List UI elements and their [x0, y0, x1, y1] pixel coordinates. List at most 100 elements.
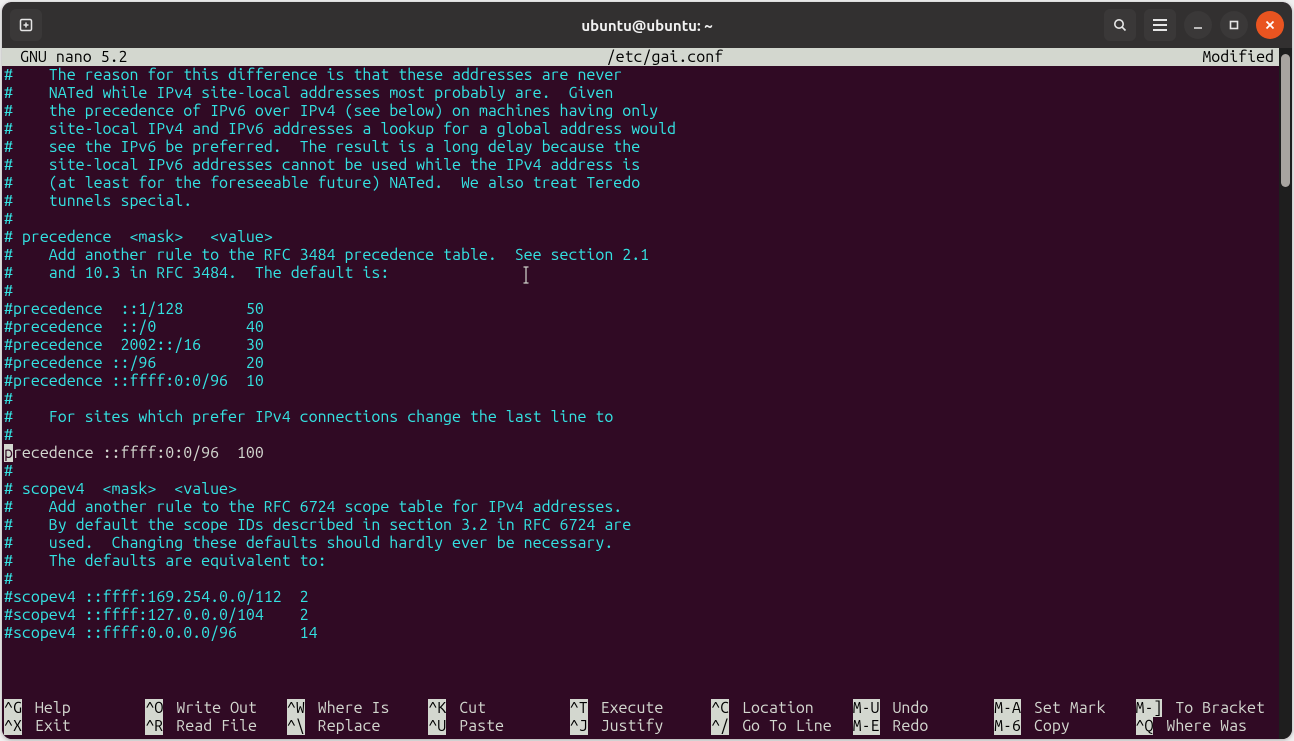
file-line: precedence ::ffff:0:0/96 100: [4, 444, 1290, 462]
shortcut-key: ^C: [711, 699, 729, 717]
shortcut-item: ^K Cut: [428, 699, 569, 717]
file-line: #scopev4 ::ffff:127.0.0.0/104 2: [4, 606, 1290, 624]
file-line: # tunnels special.: [4, 192, 1290, 210]
shortcut-row-1: ^G Help^O Write Out^W Where Is^K Cut^T E…: [4, 699, 1277, 717]
file-line: #scopev4 ::ffff:169.254.0.0/112 2: [4, 588, 1290, 606]
file-line: # By default the scope IDs described in …: [4, 516, 1290, 534]
shortcut-label: Copy: [1021, 717, 1070, 735]
shortcut-label: Location: [729, 699, 814, 717]
file-line: #: [4, 570, 1290, 588]
file-line: #: [4, 462, 1290, 480]
shortcut-row-2: ^X Exit^R Read File^\ Replace^U Paste^J …: [4, 717, 1277, 735]
scrollbar[interactable]: [1279, 48, 1292, 739]
shortcut-key: ^Q: [1136, 717, 1154, 735]
file-line: #: [4, 390, 1290, 408]
shortcut-item: ^U Paste: [428, 717, 569, 735]
file-line: # see the IPv6 be preferred. The result …: [4, 138, 1290, 156]
minimize-icon: [1190, 17, 1206, 33]
shortcut-label: Exit: [22, 717, 71, 735]
shortcut-key: M-U: [853, 699, 880, 717]
file-line: # site-local IPv6 addresses cannot be us…: [4, 156, 1290, 174]
shortcut-item: M-A Set Mark: [994, 699, 1135, 717]
shortcut-item: M-6 Copy: [994, 717, 1135, 735]
close-icon: [1262, 17, 1278, 33]
shortcut-key: ^W: [287, 699, 305, 717]
shortcut-item: ^Q Where Was: [1136, 717, 1277, 735]
shortcut-label: To Bracket: [1162, 699, 1265, 717]
shortcut-key: M-6: [994, 717, 1021, 735]
file-line: #precedence ::1/128 50: [4, 300, 1290, 318]
shortcut-key: ^J: [570, 717, 588, 735]
file-line: # NATed while IPv4 site-local addresses …: [4, 84, 1290, 102]
file-line: #precedence ::/96 20: [4, 354, 1290, 372]
close-button[interactable]: [1256, 11, 1284, 39]
shortcut-label: Where Was: [1153, 717, 1247, 735]
shortcut-item: M-E Redo: [853, 717, 994, 735]
file-line: # site-local IPv4 and IPv6 addresses a l…: [4, 120, 1290, 138]
shortcut-key: ^T: [570, 699, 588, 717]
minimize-button[interactable]: [1184, 11, 1212, 39]
file-line: #precedence ::/0 40: [4, 318, 1290, 336]
file-line: # The defaults are equivalent to:: [4, 552, 1290, 570]
shortcut-label: Undo: [880, 699, 929, 717]
file-line: # Add another rule to the RFC 3484 prece…: [4, 246, 1290, 264]
hamburger-icon: [1153, 19, 1167, 31]
maximize-button[interactable]: [1220, 11, 1248, 39]
nano-file-name: /etc/gai.conf: [128, 48, 1203, 66]
shortcut-item: ^O Write Out: [145, 699, 286, 717]
shortcut-item: ^/ Go To Line: [711, 717, 852, 735]
shortcut-item: ^G Help: [4, 699, 145, 717]
shortcut-key: M-A: [994, 699, 1021, 717]
shortcut-label: Justify: [588, 717, 664, 735]
scrollbar-thumb[interactable]: [1281, 54, 1290, 187]
new-tab-icon: [18, 17, 34, 33]
new-tab-button[interactable]: [10, 9, 42, 41]
shortcut-label: Set Mark: [1021, 699, 1106, 717]
shortcut-key: ^X: [4, 717, 22, 735]
shortcut-key: ^/: [711, 717, 729, 735]
terminal-window: ubuntu@ubuntu: ~: [2, 2, 1292, 739]
window-title: ubuntu@ubuntu: ~: [581, 17, 712, 34]
shortcut-key: M-]: [1136, 699, 1163, 717]
menu-button[interactable]: [1144, 9, 1176, 41]
file-line: # the precedence of IPv6 over IPv4 (see …: [4, 102, 1290, 120]
file-line: #: [4, 426, 1290, 444]
file-line: # Add another rule to the RFC 6724 scope…: [4, 498, 1290, 516]
shortcut-label: Read File: [163, 717, 257, 735]
file-line: # (at least for the foreseeable future) …: [4, 174, 1290, 192]
shortcut-item: ^T Execute: [570, 699, 711, 717]
nano-shortcuts: ^G Help^O Write Out^W Where Is^K Cut^T E…: [2, 699, 1279, 739]
shortcut-item: ^W Where Is: [287, 699, 428, 717]
file-line: # The reason for this difference is that…: [4, 66, 1290, 84]
shortcut-key: ^R: [145, 717, 163, 735]
search-icon: [1112, 17, 1128, 33]
nano-app-name: GNU nano 5.2: [2, 48, 128, 66]
shortcut-label: Cut: [446, 699, 486, 717]
shortcut-key: ^K: [428, 699, 446, 717]
shortcut-label: Help: [22, 699, 71, 717]
file-content[interactable]: # The reason for this difference is that…: [2, 66, 1292, 642]
shortcut-label: Replace: [305, 717, 381, 735]
file-line: # scopev4 <mask> <value>: [4, 480, 1290, 498]
search-button[interactable]: [1104, 9, 1136, 41]
cursor-char: p: [4, 444, 13, 462]
file-line: #: [4, 210, 1290, 228]
file-line: #: [4, 282, 1290, 300]
shortcut-item: M-U Undo: [853, 699, 994, 717]
shortcut-label: Write Out: [163, 699, 257, 717]
shortcut-key: ^\: [287, 717, 305, 735]
file-line: # For sites which prefer IPv4 connection…: [4, 408, 1290, 426]
shortcut-label: Redo: [880, 717, 929, 735]
terminal-area[interactable]: GNU nano 5.2 /etc/gai.conf Modified # Th…: [2, 48, 1292, 739]
shortcut-label: Paste: [446, 717, 504, 735]
shortcut-label: Go To Line: [729, 717, 832, 735]
shortcut-item: ^J Justify: [570, 717, 711, 735]
shortcut-item: M-] To Bracket: [1136, 699, 1277, 717]
shortcut-item: ^C Location: [711, 699, 852, 717]
shortcut-key: ^U: [428, 717, 446, 735]
shortcut-label: Where Is: [305, 699, 390, 717]
shortcut-label: Execute: [588, 699, 664, 717]
shortcut-item: ^\ Replace: [287, 717, 428, 735]
file-line: # and 10.3 in RFC 3484. The default is:: [4, 264, 1290, 282]
shortcut-item: ^X Exit: [4, 717, 145, 735]
